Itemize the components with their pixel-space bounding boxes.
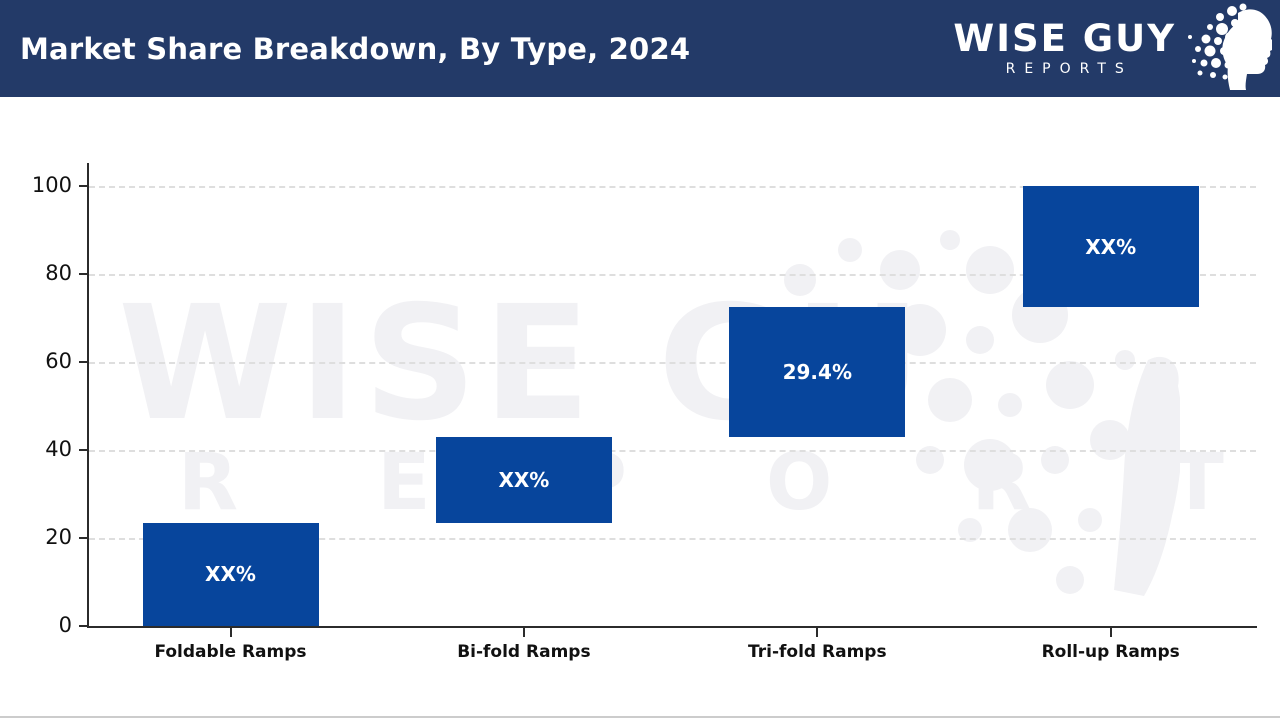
plot-area: 0 20 40 60 80 100 XX% XX% 29.4% XX% Foldable Ram… bbox=[0, 97, 1280, 720]
y-tick-label-0: 0 bbox=[58, 613, 72, 637]
y-tick-label-40: 40 bbox=[45, 437, 72, 461]
chart-title: Market Share Breakdown, By Type, 2024 bbox=[20, 31, 691, 66]
x-category-label-0: Foldable Ramps bbox=[154, 642, 307, 662]
y-tick-label-60: 60 bbox=[45, 349, 72, 373]
wiseguy-head-icon bbox=[1188, 3, 1272, 90]
x-tick-mark-2 bbox=[816, 628, 819, 637]
y-tick-mark-100 bbox=[79, 185, 88, 187]
bottom-divider bbox=[0, 716, 1280, 718]
y-tick-mark-40 bbox=[79, 449, 88, 451]
gridline-20 bbox=[89, 538, 1256, 540]
bar-value-label: XX% bbox=[205, 562, 256, 587]
x-category-label-1: Bi-fold Ramps bbox=[457, 642, 591, 662]
bar-roll-up-ramps: XX% bbox=[1022, 186, 1199, 308]
y-tick-mark-60 bbox=[79, 361, 88, 363]
gridline-40 bbox=[89, 450, 1256, 452]
bar-tri-fold-ramps: 29.4% bbox=[729, 307, 906, 437]
x-category-label-3: Roll-up Ramps bbox=[1041, 642, 1180, 662]
y-tick-label-20: 20 bbox=[45, 525, 72, 549]
y-tick-mark-0 bbox=[79, 625, 88, 627]
bar-value-label: 29.4% bbox=[782, 360, 852, 385]
bar-value-label: XX% bbox=[1085, 234, 1137, 259]
logo-reports-text: REPORTS bbox=[1005, 61, 1133, 77]
x-category-label-2: Tri-fold Ramps bbox=[748, 642, 887, 662]
x-axis-line bbox=[87, 626, 1257, 628]
y-tick-mark-20 bbox=[79, 537, 88, 539]
y-tick-label-80: 80 bbox=[45, 261, 72, 285]
logo-wiseguy-text: WISE GUY bbox=[953, 17, 1176, 60]
gridline-60 bbox=[89, 362, 1256, 364]
y-axis-line bbox=[87, 163, 89, 627]
y-tick-mark-80 bbox=[79, 273, 88, 275]
header: Market Share Breakdown, By Type, 2024 WI… bbox=[0, 0, 1280, 97]
gridline-100 bbox=[89, 186, 1256, 188]
x-tick-mark-0 bbox=[229, 628, 232, 637]
bar-bi-fold-ramps: XX% bbox=[435, 436, 612, 523]
bar-value-label: XX% bbox=[498, 467, 550, 492]
gridline-80 bbox=[89, 274, 1256, 276]
x-tick-mark-3 bbox=[1109, 628, 1112, 637]
bar-foldable-ramps: XX% bbox=[142, 522, 319, 626]
wiseguy-logo: WISE GUY REPORTS bbox=[953, 0, 1272, 97]
y-tick-label-100: 100 bbox=[31, 173, 72, 197]
x-tick-mark-1 bbox=[522, 628, 525, 637]
